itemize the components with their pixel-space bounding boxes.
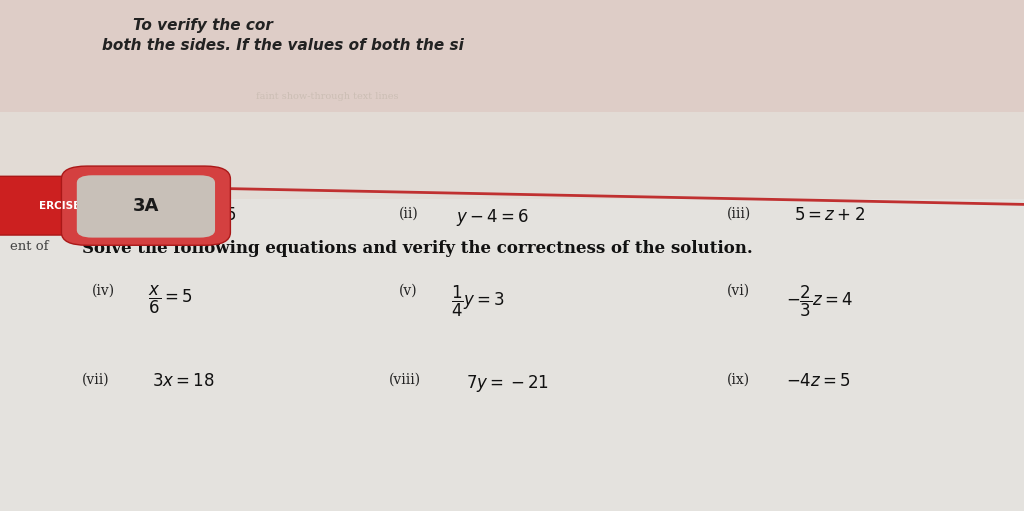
Bar xyxy=(0,112,1024,199)
Text: (ix): (ix) xyxy=(727,373,751,387)
Text: ERCISE: ERCISE xyxy=(39,201,80,211)
Text: faint show-through text lines: faint show-through text lines xyxy=(256,92,398,101)
Text: $-\dfrac{2}{3}z = 4$: $-\dfrac{2}{3}z = 4$ xyxy=(786,284,854,319)
Text: (viii): (viii) xyxy=(389,373,421,387)
Text: (v): (v) xyxy=(399,284,418,297)
Text: (iii): (iii) xyxy=(727,207,752,221)
Text: $y - 4 = 6$: $y - 4 = 6$ xyxy=(456,207,528,228)
Text: (iv): (iv) xyxy=(92,284,116,297)
Text: $\dfrac{x}{6} = 5$: $\dfrac{x}{6} = 5$ xyxy=(148,284,194,316)
Text: $x + 11 = 15$: $x + 11 = 15$ xyxy=(143,207,238,224)
Text: To verify the cor: To verify the cor xyxy=(133,18,273,33)
Text: (i): (i) xyxy=(92,207,108,221)
Text: (vi): (vi) xyxy=(727,284,751,297)
Text: $3x = 18$: $3x = 18$ xyxy=(152,373,214,390)
Text: (ii): (ii) xyxy=(399,207,419,221)
Text: Solve the following equations and verify the correctness of the solution.: Solve the following equations and verify… xyxy=(82,240,753,257)
Text: $5 = z + 2$: $5 = z + 2$ xyxy=(794,207,864,224)
Text: 3A: 3A xyxy=(133,197,160,215)
Text: $-4z = 5$: $-4z = 5$ xyxy=(786,373,851,390)
Text: $7y = -21$: $7y = -21$ xyxy=(466,373,549,394)
FancyBboxPatch shape xyxy=(0,176,133,235)
Text: ent of: ent of xyxy=(10,240,49,253)
FancyBboxPatch shape xyxy=(61,166,230,245)
Text: both the sides. If the values of both the si: both the sides. If the values of both th… xyxy=(102,38,464,53)
Bar xyxy=(0,0,1024,112)
Text: (vii): (vii) xyxy=(82,373,110,387)
FancyBboxPatch shape xyxy=(77,175,215,238)
Text: $\dfrac{1}{4}y = 3$: $\dfrac{1}{4}y = 3$ xyxy=(451,284,505,319)
